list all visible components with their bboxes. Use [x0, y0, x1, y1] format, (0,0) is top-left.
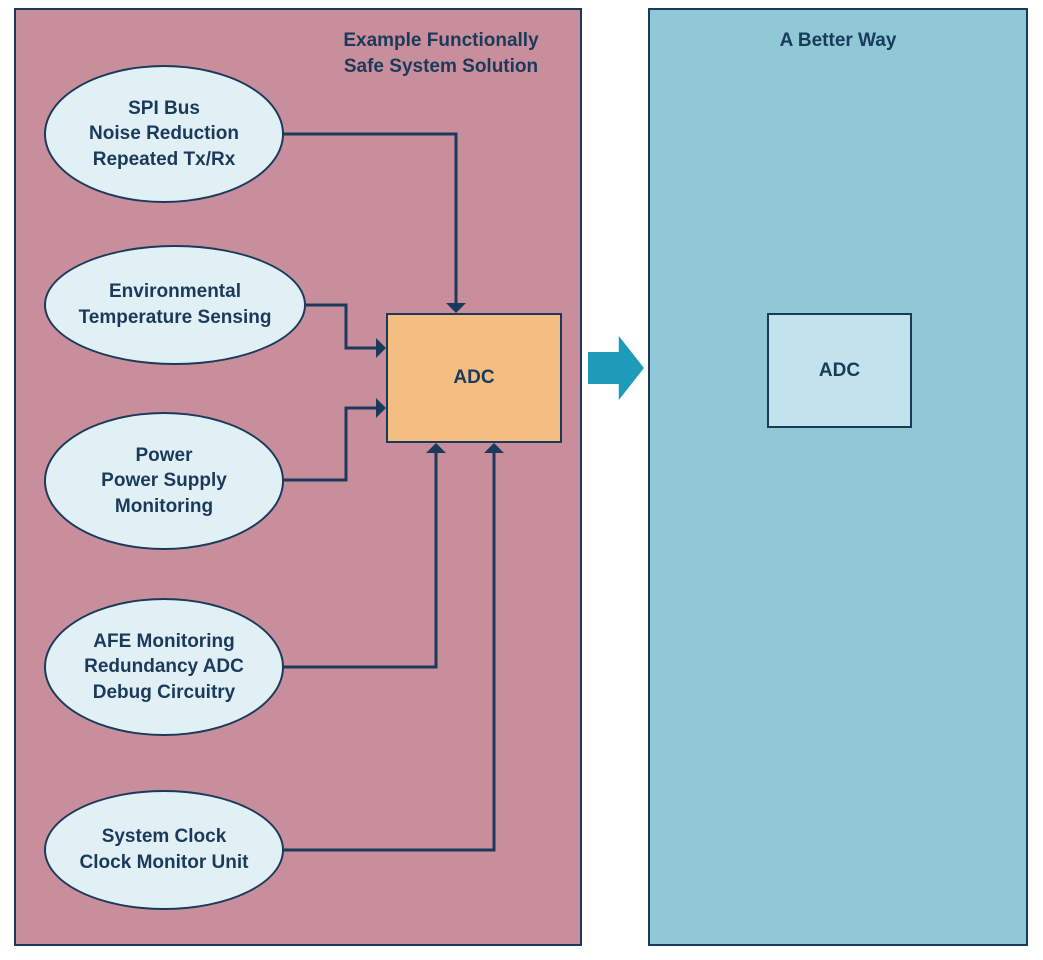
adc-label: ADC	[453, 367, 494, 389]
ellipse-line: Power	[135, 443, 192, 469]
left-panel-title: Example Functionally Safe System Solutio…	[306, 28, 576, 79]
adc-label: ADC	[819, 360, 860, 382]
ellipse-line: SPI Bus	[128, 96, 200, 122]
title-line: Safe System Solution	[344, 56, 538, 77]
ellipse-line: Clock Monitor Unit	[80, 850, 249, 876]
title-line: A Better Way	[780, 30, 897, 51]
big-arrow-icon	[588, 336, 644, 400]
ellipse-afe-monitoring: AFE Monitoring Redundancy ADC Debug Circ…	[44, 598, 284, 736]
ellipse-system-clock: System Clock Clock Monitor Unit	[44, 790, 284, 910]
right-panel-title: A Better Way	[650, 28, 1026, 54]
ellipse-line: AFE Monitoring	[93, 629, 234, 655]
ellipse-line: Monitoring	[115, 494, 213, 520]
ellipse-line: System Clock	[102, 824, 227, 850]
ellipse-line: Noise Reduction	[89, 121, 239, 147]
ellipse-spi-bus: SPI Bus Noise Reduction Repeated Tx/Rx	[44, 65, 284, 203]
ellipse-environmental: Environmental Temperature Sensing	[44, 245, 306, 365]
adc-box-right: ADC	[767, 313, 912, 428]
ellipse-power: Power Power Supply Monitoring	[44, 412, 284, 550]
adc-box-left: ADC	[386, 313, 562, 443]
ellipse-line: Temperature Sensing	[79, 305, 272, 331]
ellipse-line: Debug Circuitry	[93, 680, 236, 706]
ellipse-line: Repeated Tx/Rx	[93, 147, 236, 173]
title-line: Example Functionally	[343, 30, 538, 51]
right-panel: A Better Way ADC	[648, 8, 1028, 946]
ellipse-line: Environmental	[109, 279, 241, 305]
ellipse-line: Power Supply	[101, 468, 227, 494]
ellipse-line: Redundancy ADC	[84, 654, 244, 680]
left-panel: Example Functionally Safe System Solutio…	[14, 8, 582, 946]
